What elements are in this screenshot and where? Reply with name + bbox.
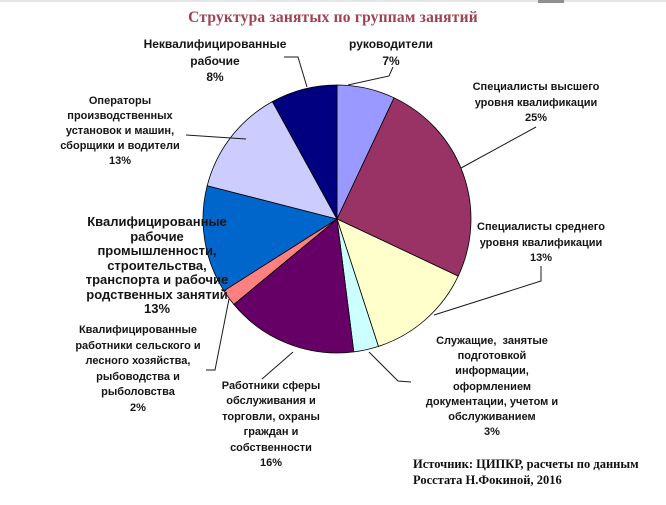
callout-line: обслуживанием	[448, 411, 536, 424]
callout-line: 25%	[524, 112, 548, 124]
pie-slice	[202, 185, 338, 292]
leader-line	[206, 298, 230, 371]
callout-label: Служащие, занятые подготовкой информации, о…	[426, 334, 558, 440]
callout-label: Специалисты среднего уровня квалификации 1…	[477, 220, 605, 267]
top-edge-strip	[0, 0, 666, 2]
callout-line: рыбоводства и	[96, 370, 180, 383]
pie-slice	[206, 101, 338, 220]
callout-line: граждан и	[243, 426, 299, 439]
callout-line: рабочие	[190, 53, 240, 68]
callout-line: уровня квалификации	[474, 96, 598, 109]
callout-line: Операторы	[88, 95, 152, 107]
callout-line: сборщики и водители	[60, 140, 180, 152]
callout-line: 2%	[130, 401, 146, 414]
callout-line: Специалисты высшего	[472, 81, 600, 93]
callout-line: производственных	[67, 110, 173, 122]
callout-label: Специалисты высшего уровня квалификации 25…	[473, 80, 600, 127]
leader-line	[347, 66, 394, 86]
leader-line	[284, 56, 308, 88]
callout-line: обслуживания и	[226, 395, 316, 408]
callout-line: Специалисты среднего	[477, 221, 605, 233]
callout-line: работники сельского и	[75, 339, 201, 352]
source-line-2: Росстата Н.Фокиной, 2016	[413, 472, 562, 487]
callout-line: 7%	[382, 53, 400, 68]
callout-label: Квалифицированные работники сельского и ле…	[75, 323, 200, 417]
callout-line: транспорта и рабочие	[85, 272, 229, 287]
leader-line	[460, 126, 537, 169]
callout-line: 13%	[143, 301, 171, 316]
pie-slice	[336, 218, 459, 347]
callout-line: Квалифицированные	[87, 214, 227, 229]
leader-line	[368, 351, 412, 383]
leader-line	[261, 351, 294, 380]
callout-line: родственных занятий	[86, 286, 228, 302]
callout-line: Служащие, занятые	[436, 335, 548, 347]
callout-line: оформлением	[452, 380, 532, 393]
callout-line: Квалифицированные	[78, 324, 198, 336]
callout-line: Работники сферы	[221, 380, 321, 392]
callout-line: документации, учетом и	[425, 395, 559, 408]
screen-artifact	[538, 0, 564, 3]
source-note: Источник: ЦИПКР, расчеты по данным Росст…	[413, 457, 639, 488]
leader-line	[433, 266, 542, 316]
callout-line: установок и машин,	[65, 125, 175, 137]
callout-line: рыболовства	[101, 386, 175, 399]
leader-line	[185, 134, 247, 140]
callout-line: строительства,	[107, 257, 207, 273]
callout-label: руководители 7%	[349, 36, 433, 69]
pie-slice	[336, 97, 472, 277]
callout-line: 13%	[108, 155, 132, 167]
callout-line: Неквалифицированные	[143, 37, 287, 51]
callout-line: 8%	[206, 70, 224, 84]
callout-line: информации,	[455, 365, 529, 378]
callout-line: 13%	[529, 252, 553, 264]
callout-line: промышленности,	[97, 243, 217, 258]
chart-title: Структура занятых по группам занятий	[188, 9, 478, 26]
callout-line: собственности	[230, 441, 312, 454]
callout-line: 16%	[259, 457, 283, 470]
callout-line: рабочие	[130, 228, 184, 244]
callout-line: 3%	[484, 426, 500, 439]
callout-line: подготовкой	[457, 350, 527, 363]
callout-line: уровня квалификации	[479, 236, 603, 249]
callout-line: лесного хозяйства,	[85, 355, 191, 368]
callout-line: руководители	[349, 37, 433, 51]
pie-slice	[271, 84, 338, 220]
pie-slice	[233, 218, 355, 354]
callout-label: Работники сферы обслуживания и торговли, о…	[222, 379, 321, 471]
callout-label: Квалифицированные рабочие промышленности, с…	[85, 214, 229, 317]
callout-label: Неквалифицированные рабочие 8%	[144, 36, 287, 86]
callout-label: Операторы производственных установок и маш…	[60, 94, 180, 169]
source-line-1: Источник: ЦИПКР, расчеты по данным	[413, 457, 639, 471]
callout-line: торговли, охраны	[222, 410, 320, 423]
